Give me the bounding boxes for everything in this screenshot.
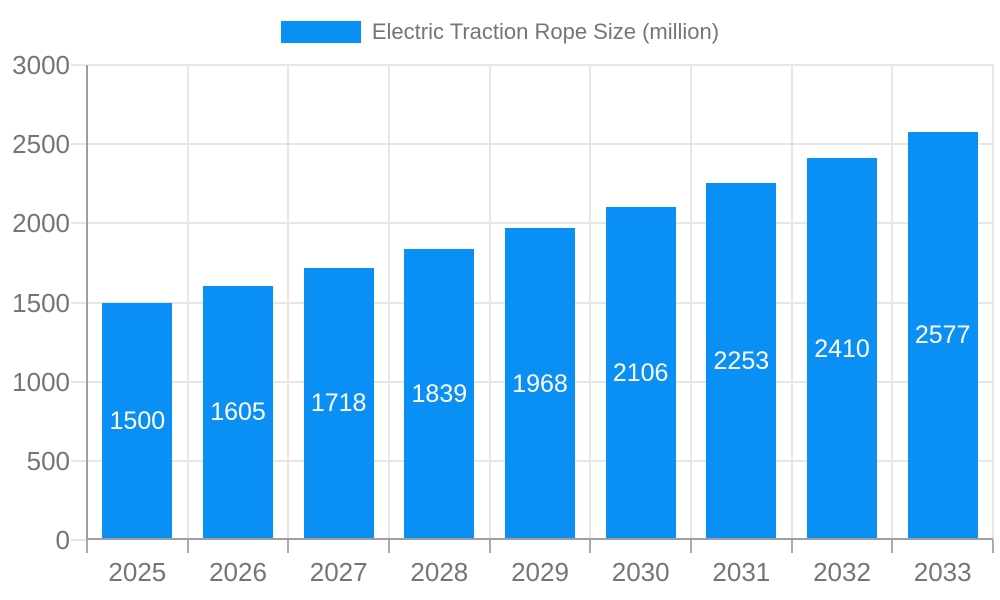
legend-swatch [280,21,361,43]
bar-2033[interactable]: 2577 [907,131,978,540]
x-axis-tick-label: 2032 [813,557,871,587]
x-axis-tick-label: 2025 [108,557,167,587]
bar-2029[interactable]: 1968 [505,228,575,540]
x-tick-mark [992,540,994,553]
x-tick-mark [690,540,692,553]
x-axis-tick-label: 2030 [611,557,670,587]
gridline-horizontal [87,143,993,146]
bar-2031[interactable]: 2253 [706,183,777,540]
x-axis-tick-label: 2031 [712,557,771,587]
gridline-vertical [690,65,692,540]
y-axis-tick-label: 1000 [12,366,70,397]
bar-value-label: 1968 [512,369,568,398]
gridline-vertical [891,65,894,540]
y-tick-mark [71,459,86,462]
bar-2028[interactable]: 1839 [404,248,475,540]
y-axis-tick-label: 2500 [12,129,70,160]
y-tick-mark [71,222,86,225]
bar-value-label: 2106 [612,358,669,387]
x-tick-mark [488,540,491,553]
bar-2025[interactable]: 1500 [102,302,173,540]
y-axis-tick-label: 1500 [12,287,70,318]
x-axis-tick-label: 2028 [410,557,469,587]
y-axis-tick-label: 0 [55,525,70,555]
bar-value-label: 2253 [713,347,770,376]
bar-value-label: 1839 [411,379,468,408]
x-tick-mark [86,540,88,553]
bar-2032[interactable]: 2410 [807,158,877,540]
legend-item[interactable]: Electric Traction Rope Size (million) [0,21,1000,43]
gridline-vertical [388,65,390,540]
gridline-horizontal [87,64,993,66]
legend-label: Electric Traction Rope Size (million) [371,19,720,44]
bar-value-label: 2577 [914,321,971,350]
gridline-vertical [790,65,793,540]
x-axis-tick-label: 2026 [209,557,267,587]
y-tick-mark [71,143,86,146]
x-tick-mark [186,540,189,553]
x-axis-tick-label: 2027 [309,557,368,587]
x-axis-tick-label: 2029 [511,557,569,587]
x-axis-line [87,538,993,540]
y-axis-tick-label: 3000 [12,50,70,80]
y-tick-mark [71,380,86,383]
gridline-vertical [186,65,189,540]
gridline-vertical [992,65,994,540]
x-tick-mark [891,540,894,553]
bar-value-label: 1500 [109,406,166,435]
x-tick-mark [589,540,592,553]
gridline-vertical [589,65,592,540]
y-axis-line [86,65,88,540]
x-axis-tick-label: 2033 [913,557,972,587]
x-tick-mark [790,540,793,553]
y-tick-mark [71,64,86,66]
gridline-horizontal [87,222,993,225]
bar-value-label: 2410 [814,334,870,363]
bar-value-label: 1718 [310,389,367,418]
y-axis-tick-label: 2000 [12,208,70,239]
bar-2027[interactable]: 1718 [303,267,374,540]
plot-area: 1500 1605 1718 1839 1968 2106 2253 2410 2577 [71,64,994,553]
y-tick-mark [71,539,86,541]
y-tick-mark [71,301,86,304]
x-tick-mark [287,540,290,553]
bar-2026[interactable]: 1605 [203,285,273,540]
bar-2030[interactable]: 2106 [605,206,676,540]
gridline-vertical [488,65,491,540]
x-tick-mark [388,540,390,553]
bar-value-label: 1605 [210,398,266,427]
gridline-vertical [287,65,290,540]
y-axis-tick-label: 500 [26,445,70,476]
